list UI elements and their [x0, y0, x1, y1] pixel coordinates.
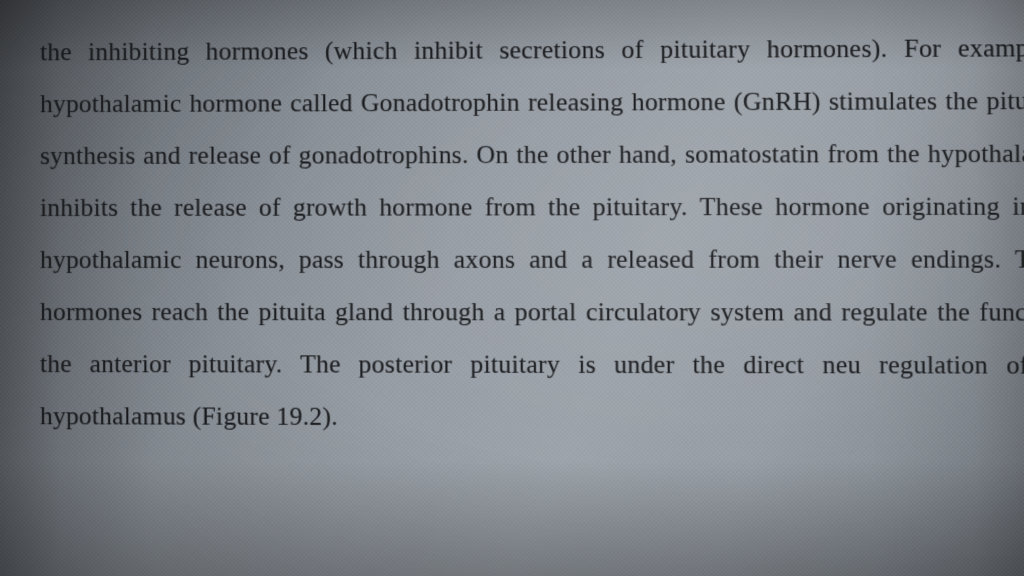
- text-line: gland through a portal circulatory syste…: [335, 297, 1024, 327]
- text-line: inhibits the release of growth hormone f…: [40, 191, 882, 221]
- book-page: the inhibiting hormones (which inhibit s…: [0, 0, 1024, 576]
- body-paragraph: the inhibiting hormones (which inhibit s…: [40, 21, 1024, 444]
- text-line: the anterior pituitary. The posterior pi…: [40, 349, 879, 379]
- text-line: the inhibiting hormones (which inhibit s…: [40, 33, 904, 66]
- text-line: gonadotrophins. On the other hand, somat…: [299, 138, 1024, 169]
